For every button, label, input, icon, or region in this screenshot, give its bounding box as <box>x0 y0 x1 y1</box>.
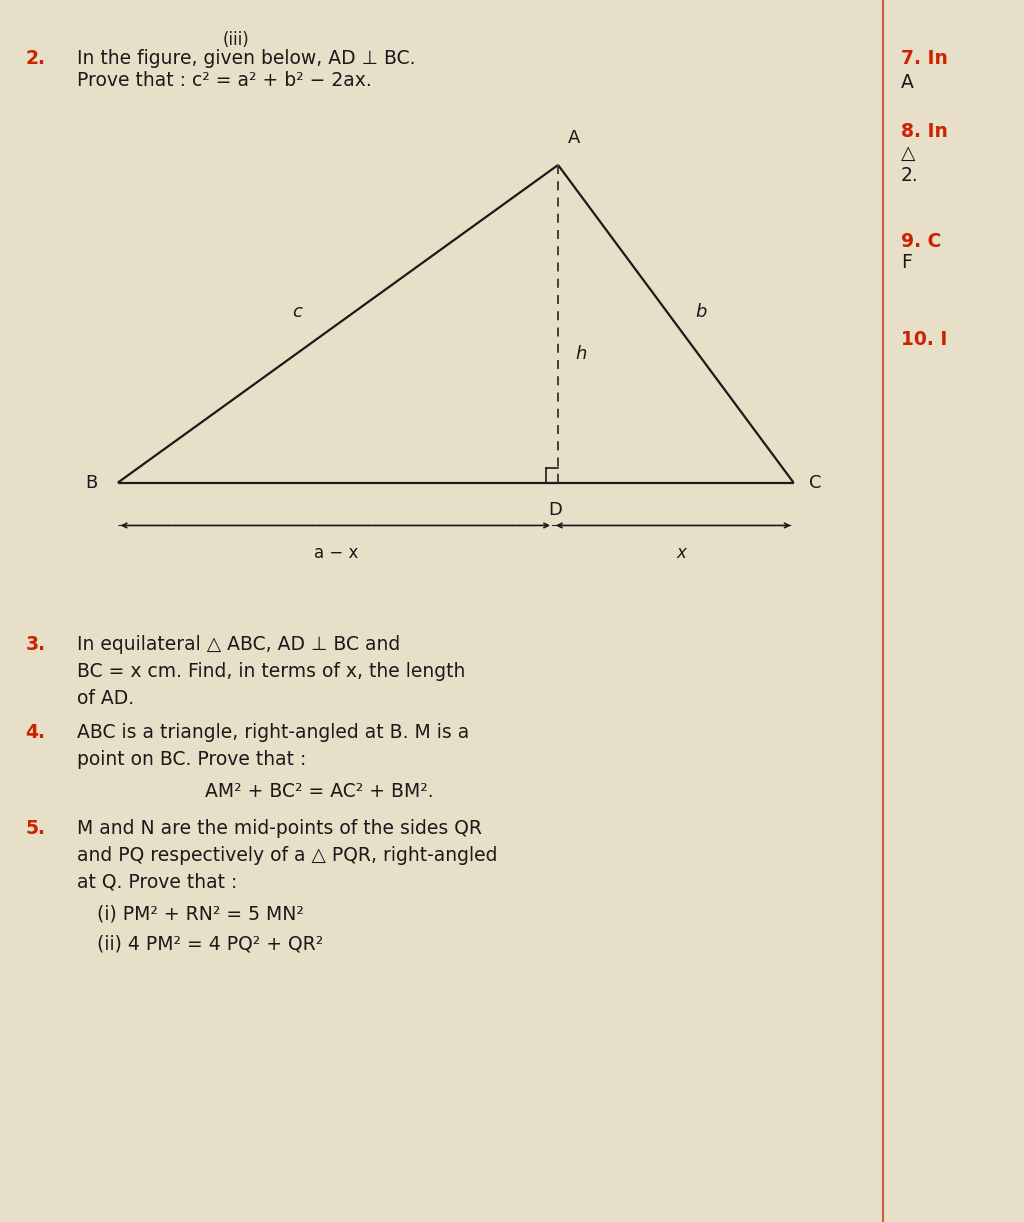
Text: In equilateral △ ABC, AD ⊥ BC and: In equilateral △ ABC, AD ⊥ BC and <box>77 635 400 655</box>
Text: △: △ <box>901 144 915 164</box>
Text: 2.: 2. <box>901 166 919 186</box>
Text: x: x <box>676 544 686 562</box>
Text: (ii) 4 PM² = 4 PQ² + QR²: (ii) 4 PM² = 4 PQ² + QR² <box>97 935 324 954</box>
Text: C: C <box>809 474 821 491</box>
Text: A: A <box>568 128 581 147</box>
Text: a − x: a − x <box>313 544 358 562</box>
Text: (iii): (iii) <box>222 31 249 49</box>
Text: 4.: 4. <box>26 723 46 743</box>
Text: and PQ respectively of a △ PQR, right-angled: and PQ respectively of a △ PQR, right-an… <box>77 846 498 865</box>
Text: (i) PM² + RN² = 5 MN²: (i) PM² + RN² = 5 MN² <box>97 904 304 924</box>
Text: 8. In: 8. In <box>901 122 948 142</box>
Text: Prove that : c² = a² + b² − 2ax.: Prove that : c² = a² + b² − 2ax. <box>77 71 372 90</box>
Text: AM² + BC² = AC² + BM².: AM² + BC² = AC² + BM². <box>205 782 433 802</box>
Text: M and N are the mid-points of the sides QR: M and N are the mid-points of the sides … <box>77 819 482 838</box>
Text: c: c <box>292 303 302 320</box>
Text: 9. C: 9. C <box>901 232 941 252</box>
Text: BC = x cm. Find, in terms of x, the length: BC = x cm. Find, in terms of x, the leng… <box>77 662 465 682</box>
Text: D: D <box>548 501 562 519</box>
Text: ABC is a triangle, right-angled at B. M is a: ABC is a triangle, right-angled at B. M … <box>77 723 469 743</box>
Text: 7. In: 7. In <box>901 49 948 68</box>
Text: In the figure, given below, AD ⊥ BC.: In the figure, given below, AD ⊥ BC. <box>77 49 416 68</box>
Text: F: F <box>901 253 912 273</box>
Text: at Q. Prove that :: at Q. Prove that : <box>77 873 238 892</box>
Text: 10. I: 10. I <box>901 330 947 349</box>
Text: 2.: 2. <box>26 49 46 68</box>
Text: 3.: 3. <box>26 635 46 655</box>
Text: 5.: 5. <box>26 819 46 838</box>
Text: h: h <box>575 346 587 363</box>
Text: b: b <box>695 303 708 320</box>
Text: B: B <box>85 474 97 491</box>
Text: A: A <box>901 73 914 93</box>
Text: point on BC. Prove that :: point on BC. Prove that : <box>77 750 306 770</box>
Text: of AD.: of AD. <box>77 689 134 709</box>
